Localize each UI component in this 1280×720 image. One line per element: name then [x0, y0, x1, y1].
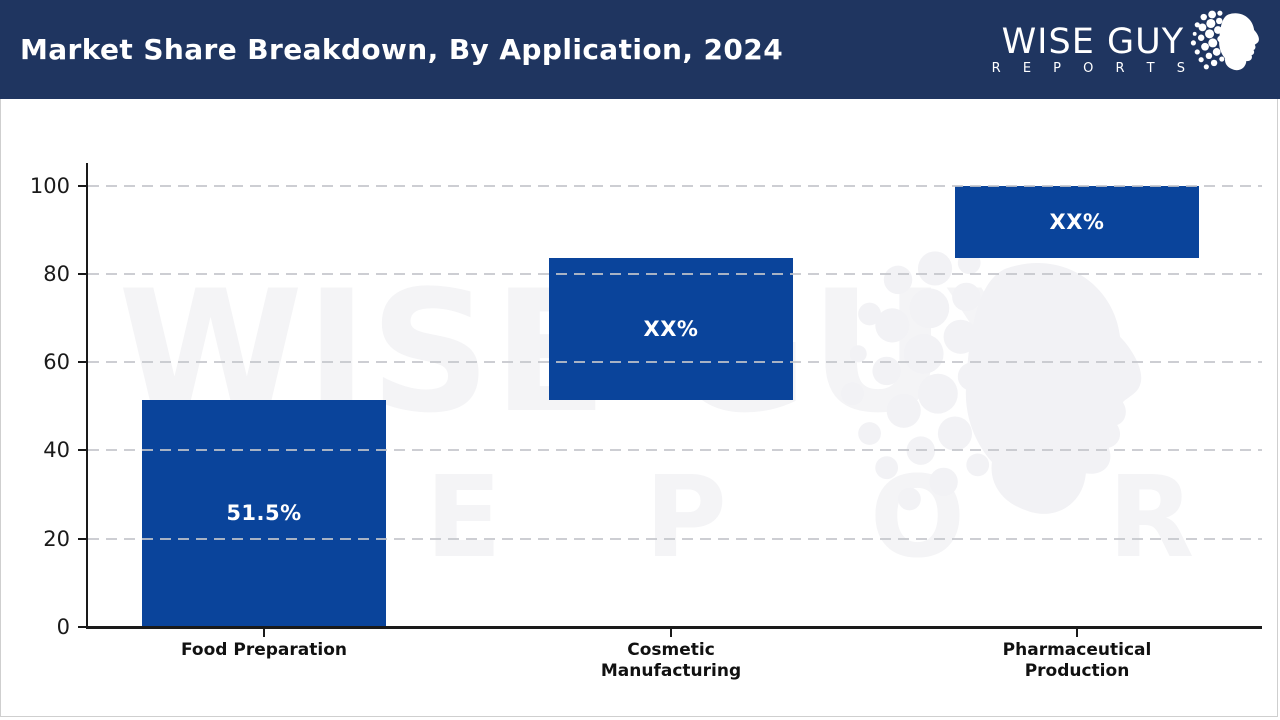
y-tick-mark	[78, 537, 86, 540]
gridline	[88, 184, 1262, 187]
y-tick-label: 100	[29, 173, 70, 198]
dotted-head-icon	[1190, 10, 1259, 70]
y-tick-label: 20	[43, 526, 70, 551]
x-tick-mark	[263, 629, 265, 637]
y-tick-label: 60	[43, 350, 70, 375]
logo-wordmark: WISE GUY R E P O R T S	[992, 24, 1194, 76]
x-axis-line	[86, 626, 1262, 629]
y-tick-mark	[78, 626, 86, 628]
gridline	[88, 449, 1262, 452]
y-tick-label: 80	[43, 261, 70, 286]
x-category-label: Cosmetic Manufacturing	[600, 640, 742, 681]
gridline	[88, 272, 1262, 275]
y-tick-label: 0	[56, 615, 70, 639]
chart-title: Market Share Breakdown, By Application, …	[20, 33, 784, 66]
bar-value-label: XX%	[1049, 209, 1105, 234]
x-category-label: Food Preparation	[181, 640, 347, 660]
waterfall-bar: XX%	[549, 258, 793, 400]
x-tick-mark	[670, 629, 672, 637]
y-axis-line	[86, 163, 88, 629]
wiseguy-logo: WISE GUY R E P O R T S	[992, 8, 1280, 92]
x-category-label: Pharmaceutical Production	[1002, 640, 1152, 681]
watermark-head-icon	[841, 251, 1142, 514]
y-tick-mark	[78, 272, 86, 275]
x-tick-mark	[1076, 629, 1078, 637]
gridline	[88, 361, 1262, 364]
y-tick-mark	[78, 361, 86, 364]
y-tick-label: 40	[43, 438, 70, 463]
bar-value-label: 51.5%	[226, 501, 302, 526]
waterfall-bar: XX%	[955, 185, 1199, 259]
logo-wordmark-sub: R E P O R T S	[991, 60, 1194, 76]
header-bar: Market Share Breakdown, By Application, …	[0, 0, 1280, 99]
gridline	[88, 537, 1262, 540]
y-tick-mark	[78, 449, 86, 452]
logo-wordmark-main: WISE GUY	[1001, 21, 1185, 62]
waterfall-bar: 51.5%	[142, 399, 386, 627]
bar-value-label: XX%	[643, 316, 699, 341]
y-tick-mark	[78, 184, 86, 187]
